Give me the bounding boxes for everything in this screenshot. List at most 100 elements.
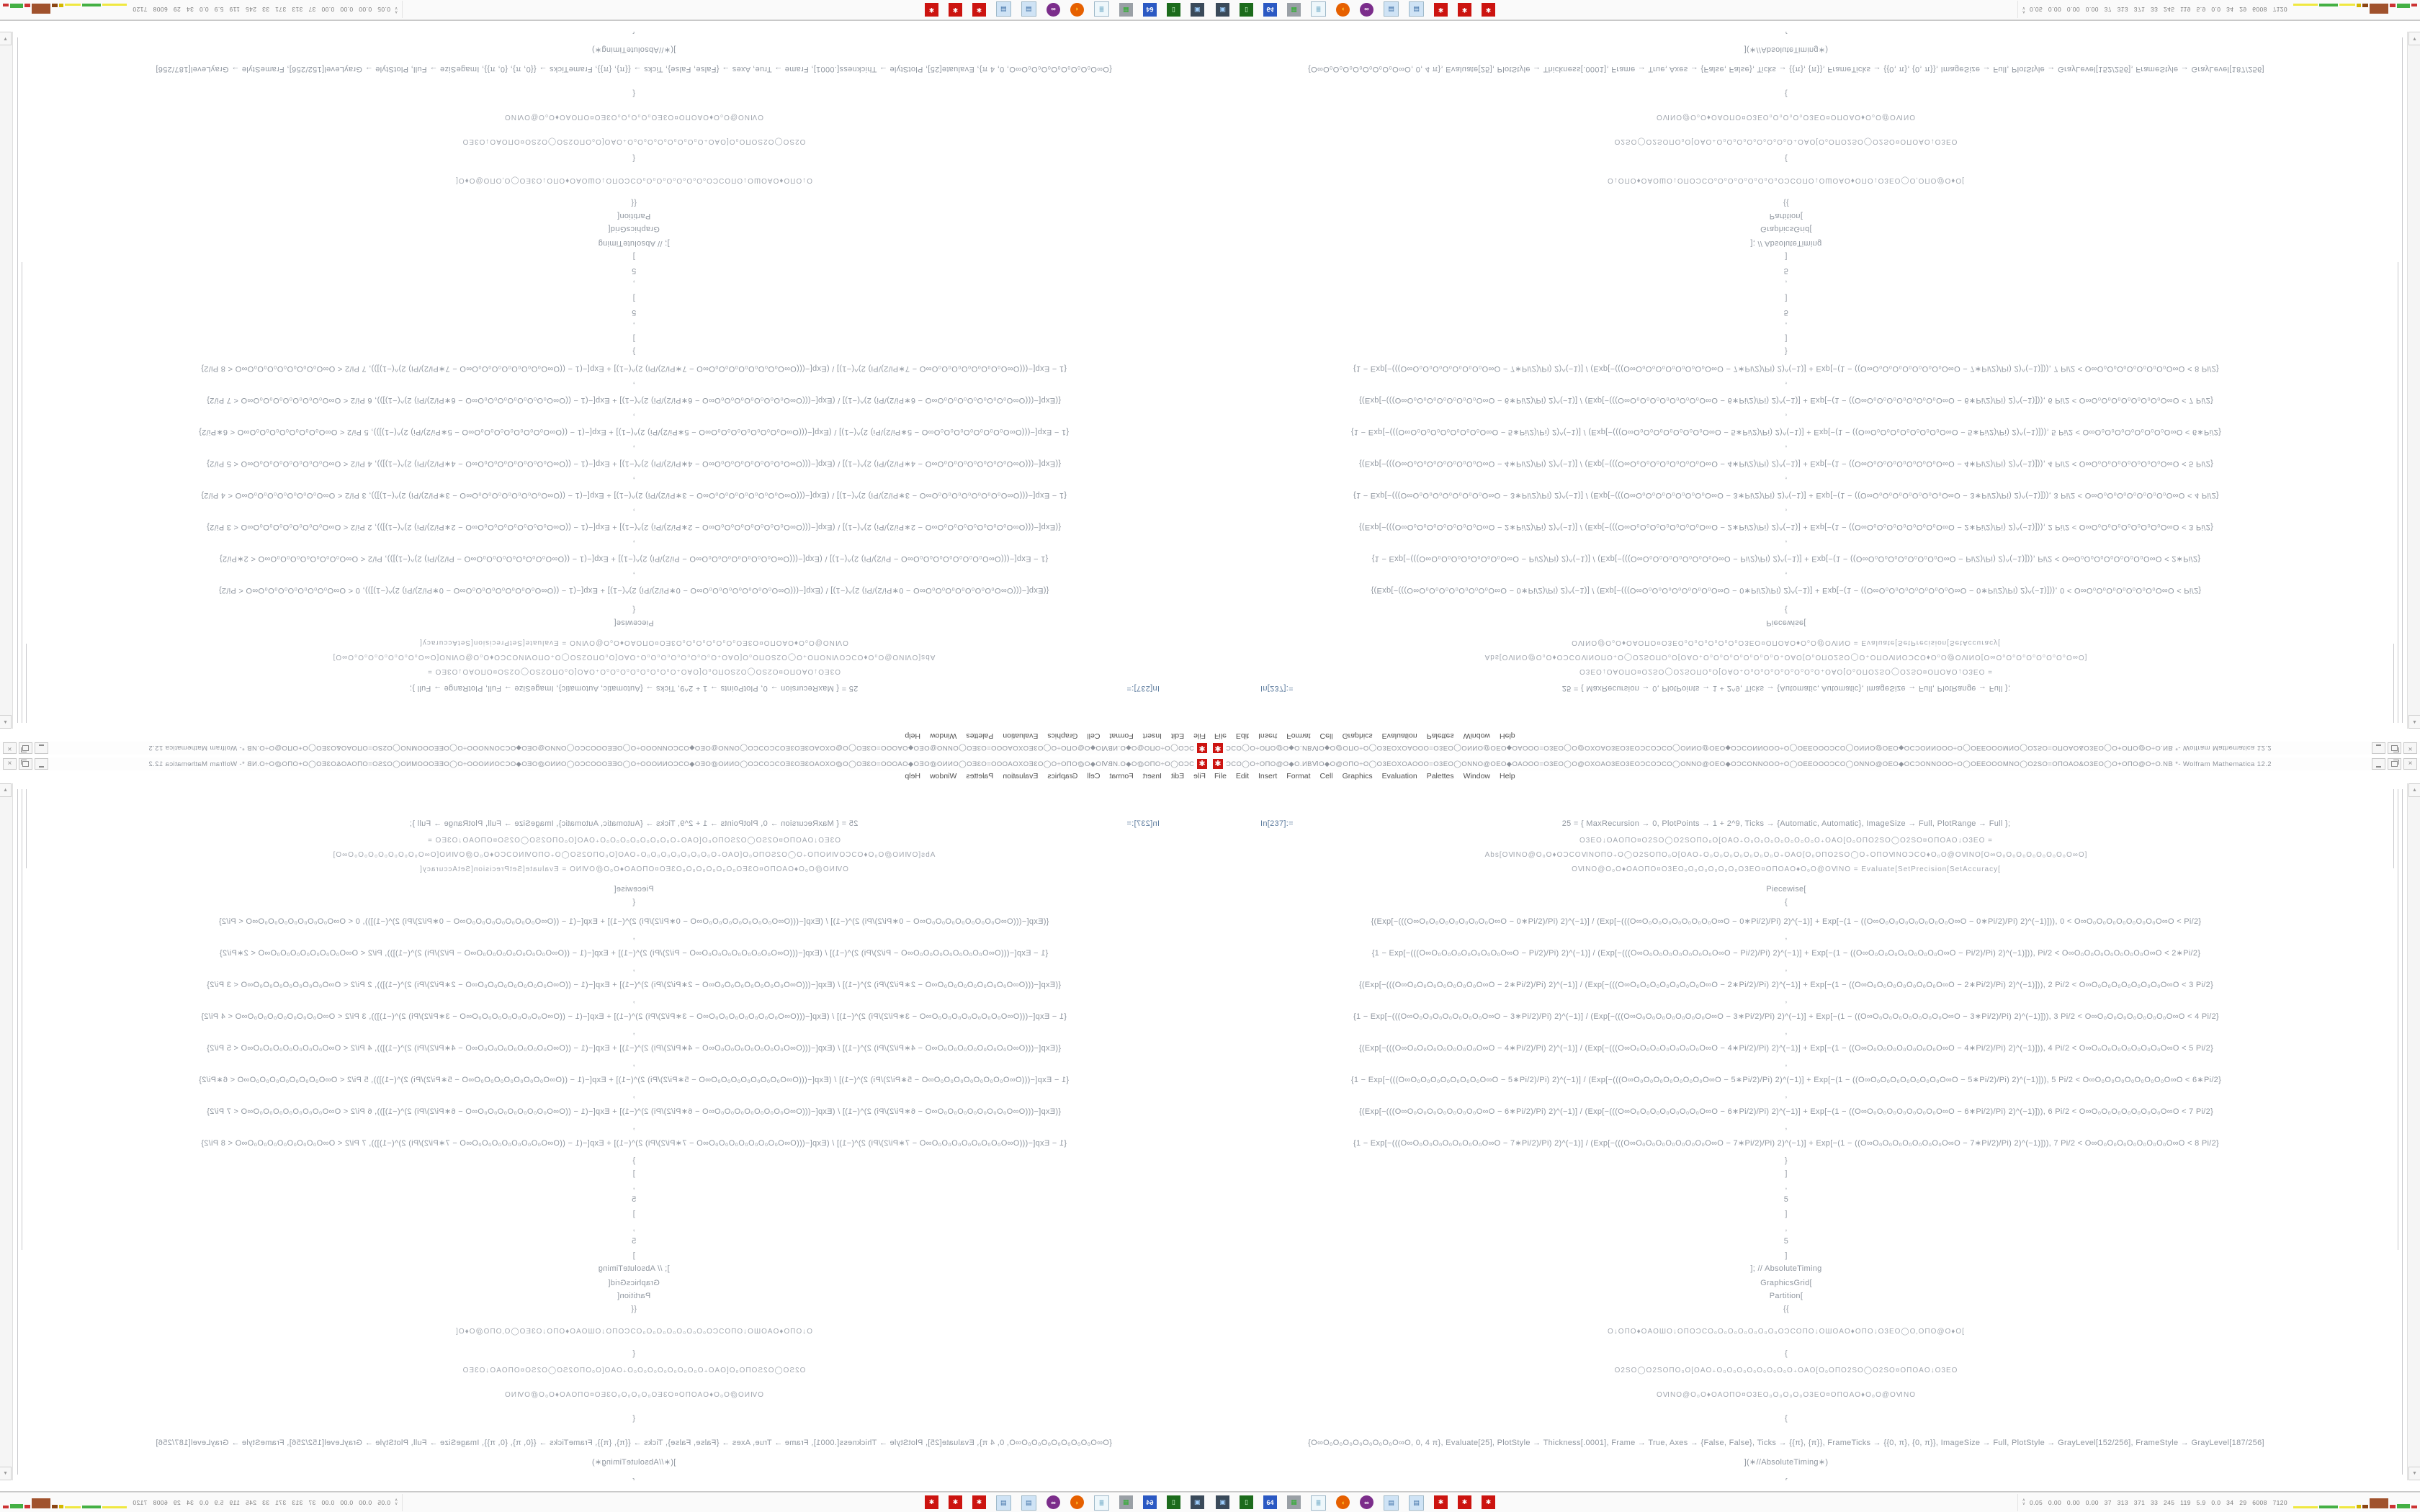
- scroll-down-icon[interactable]: ▼: [0, 1467, 12, 1480]
- menu-format[interactable]: Format: [1109, 772, 1134, 780]
- calculator-icon-2[interactable]: ▤: [996, 1, 1011, 17]
- menu-palettes[interactable]: Palettes: [1426, 772, 1454, 780]
- tray-collapse-icon[interactable]: ∧ ∨: [2022, 1498, 2026, 1506]
- window-titlebar[interactable]: ✱ ϽϹO◯O÷OΠO@O◆O.ИВⅥO◆O@OΠO÷O◯O3ΕOΧOΑOΟO=…: [1210, 742, 2420, 755]
- floppy-64-icon[interactable]: 64: [1263, 3, 1277, 17]
- menu-graphics[interactable]: Graphics: [1047, 732, 1078, 740]
- minimize-button[interactable]: [2372, 742, 2385, 754]
- purple-app-icon[interactable]: ∞: [1047, 1495, 1060, 1509]
- notebook-content[interactable]: In[237]:= 25 = { MaxRecursion → 0, PlotP…: [1210, 783, 2407, 1480]
- notepad-icon[interactable]: ≣: [1094, 1495, 1109, 1511]
- menu-palettes[interactable]: Palettes: [966, 732, 994, 740]
- minimize-button[interactable]: [2372, 758, 2385, 770]
- cell-bracket[interactable]: [17, 37, 18, 723]
- close-button[interactable]: ×: [2403, 742, 2417, 754]
- tray-collapse-icon[interactable]: ∧ ∨: [2022, 6, 2026, 14]
- mathematica-kernel-icon[interactable]: ✱: [1434, 1495, 1448, 1509]
- menu-window[interactable]: Window: [929, 772, 957, 780]
- window-titlebar[interactable]: ✱ ϽϹO◯O÷OΠO@O◆O.ИВⅥO◆O@OΠO÷O◯O3ΕOΧOΑOΟO=…: [1210, 757, 2420, 770]
- window-titlebar[interactable]: ✱ ϽϹO◯O÷OΠO@O◆O.ИВⅥO◆O@OΠO÷O◯O3ΕOΧOΑOΟO=…: [0, 742, 1210, 755]
- menu-help[interactable]: Help: [905, 772, 920, 780]
- vertical-scrollbar[interactable]: ▲ ▼: [2407, 32, 2420, 729]
- notepad-icon[interactable]: ≣: [1311, 1495, 1326, 1511]
- tray-collapse-icon[interactable]: ∧ ∨: [394, 6, 398, 14]
- restore-button[interactable]: [19, 742, 32, 754]
- floppy-64-icon[interactable]: 64: [1263, 1495, 1277, 1509]
- mathematica-kernel-icon[interactable]: ✱: [1434, 3, 1448, 17]
- purple-app-icon[interactable]: ∞: [1047, 3, 1060, 17]
- calculator-icon-2[interactable]: ▤: [996, 1495, 1011, 1511]
- mathematica-kernel-icon-2[interactable]: ✱: [949, 1495, 962, 1509]
- vertical-scrollbar[interactable]: ▲ ▼: [2407, 783, 2420, 1480]
- firefox-icon[interactable]: ◖: [1336, 1495, 1350, 1509]
- calculator-icon-2[interactable]: ▤: [1409, 1, 1424, 17]
- notepad-icon[interactable]: ≣: [1094, 1, 1109, 17]
- menu-insert[interactable]: Insert: [1258, 772, 1278, 780]
- menu-evaluation[interactable]: Evaluation: [1381, 732, 1417, 740]
- menu-edit[interactable]: Edit: [1170, 772, 1185, 780]
- cell-bracket[interactable]: [2402, 37, 2403, 723]
- menu-help[interactable]: Help: [1500, 732, 1515, 740]
- cell-bracket[interactable]: [2393, 644, 2394, 723]
- cell-bracket[interactable]: [26, 644, 27, 723]
- restore-button[interactable]: [2388, 758, 2401, 770]
- green-drive-icon[interactable]: ▯: [1240, 3, 1253, 17]
- retro-monitor-icon[interactable]: ▦: [1119, 1495, 1133, 1509]
- menu-window[interactable]: Window: [1463, 772, 1491, 780]
- mathematica-kernel-icon-2[interactable]: ✱: [949, 3, 962, 17]
- firefox-icon[interactable]: ◖: [1070, 3, 1084, 17]
- computer-monitor-icon[interactable]: ▣: [1216, 3, 1229, 17]
- tray-collapse-icon[interactable]: ∧ ∨: [394, 1498, 398, 1506]
- mathematica-kernel-icon-3[interactable]: ✱: [925, 1495, 938, 1509]
- menu-graphics[interactable]: Graphics: [1047, 772, 1078, 780]
- calculator-icon-2[interactable]: ▤: [1409, 1495, 1424, 1511]
- mathematica-kernel-icon[interactable]: ✱: [972, 3, 986, 17]
- menu-edit[interactable]: Edit: [1235, 772, 1250, 780]
- menu-format[interactable]: Format: [1286, 732, 1311, 740]
- menu-insert[interactable]: Insert: [1258, 732, 1278, 740]
- firefox-icon[interactable]: ◖: [1336, 3, 1350, 17]
- close-button[interactable]: ×: [2403, 758, 2417, 770]
- menu-palettes[interactable]: Palettes: [1426, 732, 1454, 740]
- notebook-content[interactable]: In[237]:= 25 = { MaxRecursion → 0, PlotP…: [1210, 32, 2407, 729]
- menu-help[interactable]: Help: [905, 732, 920, 740]
- menu-evaluation[interactable]: Evaluation: [1381, 772, 1417, 780]
- notepad-icon[interactable]: ≣: [1311, 1, 1326, 17]
- close-button[interactable]: ×: [3, 758, 17, 770]
- cell-bracket[interactable]: [2402, 789, 2403, 1475]
- menu-file[interactable]: File: [1214, 732, 1227, 740]
- retro-monitor-icon[interactable]: ▦: [1287, 1495, 1301, 1509]
- computer-monitor-icon[interactable]: ▣: [1216, 1495, 1229, 1509]
- menu-insert[interactable]: Insert: [1142, 772, 1162, 780]
- mathematica-kernel-icon-3[interactable]: ✱: [925, 3, 938, 17]
- scroll-up-icon[interactable]: ▲: [2408, 783, 2420, 797]
- menu-edit[interactable]: Edit: [1235, 732, 1250, 740]
- calculator-icon[interactable]: ▤: [1021, 1495, 1036, 1511]
- close-button[interactable]: ×: [3, 742, 17, 754]
- menu-graphics[interactable]: Graphics: [1342, 732, 1373, 740]
- purple-app-icon[interactable]: ∞: [1360, 3, 1373, 17]
- retro-monitor-icon[interactable]: ▦: [1119, 3, 1133, 17]
- menu-evaluation[interactable]: Evaluation: [1003, 772, 1039, 780]
- floppy-64-icon[interactable]: 64: [1143, 1495, 1157, 1509]
- menu-cell[interactable]: Cell: [1319, 732, 1333, 740]
- green-drive-icon[interactable]: ▯: [1167, 1495, 1180, 1509]
- menu-format[interactable]: Format: [1286, 772, 1311, 780]
- mathematica-kernel-icon-3[interactable]: ✱: [1482, 1495, 1495, 1509]
- scroll-up-icon[interactable]: ▲: [0, 783, 12, 797]
- cell-bracket[interactable]: [26, 789, 27, 868]
- scroll-up-icon[interactable]: ▲: [2408, 715, 2420, 729]
- menu-evaluation[interactable]: Evaluation: [1003, 732, 1039, 740]
- vertical-scrollbar[interactable]: ▲ ▼: [0, 783, 13, 1480]
- menu-graphics[interactable]: Graphics: [1342, 772, 1373, 780]
- menu-palettes[interactable]: Palettes: [966, 772, 994, 780]
- menu-cell[interactable]: Cell: [1087, 732, 1101, 740]
- notebook-content[interactable]: In[237]:= 25 = { MaxRecursion → 0, PlotP…: [13, 32, 1210, 729]
- menu-insert[interactable]: Insert: [1142, 732, 1162, 740]
- purple-app-icon[interactable]: ∞: [1360, 1495, 1373, 1509]
- scroll-up-icon[interactable]: ▲: [0, 715, 12, 729]
- menu-file[interactable]: File: [1193, 732, 1206, 740]
- minimize-button[interactable]: [35, 742, 48, 754]
- restore-button[interactable]: [2388, 742, 2401, 754]
- menu-window[interactable]: Window: [929, 732, 957, 740]
